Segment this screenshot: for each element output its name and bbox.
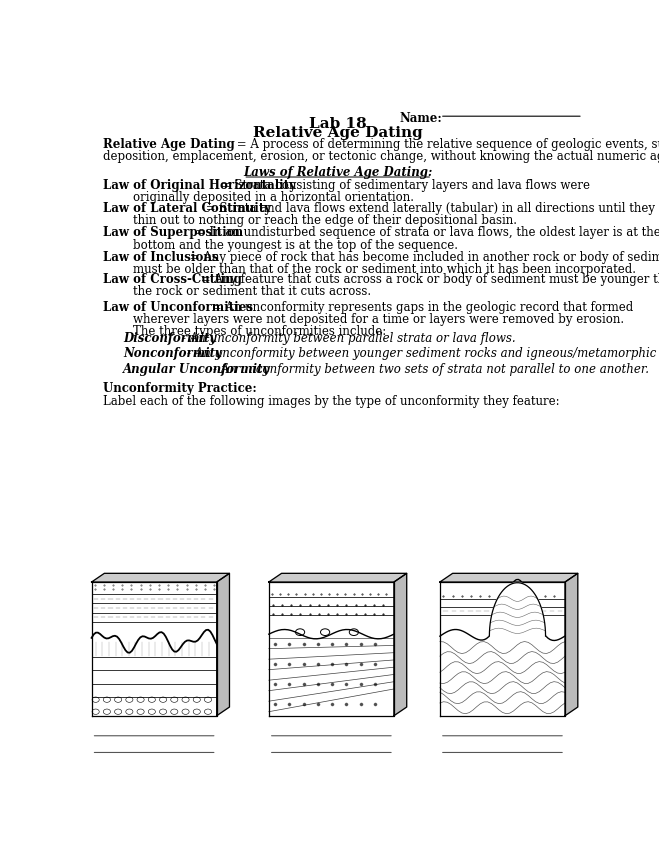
Ellipse shape [171, 709, 178, 714]
Text: = In an undisturbed sequence of strata or lava flows, the oldest layer is at the: = In an undisturbed sequence of strata o… [192, 227, 659, 240]
Ellipse shape [171, 697, 178, 702]
Text: Name:: Name: [399, 112, 442, 125]
Text: = A process of determining the relative sequence of geologic events, such as: = A process of determining the relative … [233, 138, 659, 151]
Text: - An unconformity between younger sediment rocks and igneous/metamorphic rocks.: - An unconformity between younger sedime… [187, 347, 659, 360]
Text: Relative Age Dating: Relative Age Dating [253, 126, 422, 141]
Text: Relative Age Dating: Relative Age Dating [103, 138, 235, 151]
Ellipse shape [349, 628, 358, 635]
Text: wherever layers were not deposited for a time or layers were removed by erosion.: wherever layers were not deposited for a… [103, 313, 624, 326]
Ellipse shape [137, 709, 144, 714]
Ellipse shape [148, 697, 156, 702]
Polygon shape [394, 574, 407, 716]
Text: thin out to nothing or reach the edge of their depositional basin.: thin out to nothing or reach the edge of… [103, 214, 517, 227]
Text: bottom and the youngest is at the top of the sequence.: bottom and the youngest is at the top of… [103, 239, 458, 252]
Polygon shape [565, 574, 578, 716]
Text: - An unconformity between two sets of strata not parallel to one another.: - An unconformity between two sets of st… [213, 363, 648, 376]
Ellipse shape [115, 709, 122, 714]
Ellipse shape [204, 697, 212, 702]
Ellipse shape [92, 709, 100, 714]
Text: Disconformity: Disconformity [123, 332, 216, 345]
Text: The three types of unconformities include:: The three types of unconformities includ… [103, 326, 386, 339]
Text: = Strata consisting of sedimentary layers and lava flows were: = Strata consisting of sedimentary layer… [217, 179, 590, 192]
Text: Lab 18: Lab 18 [309, 117, 366, 131]
Text: Law of Lateral Continuity: Law of Lateral Continuity [103, 202, 271, 215]
Polygon shape [269, 574, 407, 582]
Ellipse shape [126, 709, 133, 714]
Ellipse shape [126, 697, 133, 702]
Text: Unconformity Practice:: Unconformity Practice: [103, 382, 256, 395]
Text: Law of Cross-Cutting: Law of Cross-Cutting [103, 273, 242, 286]
Text: Nonconformity: Nonconformity [123, 347, 222, 360]
Ellipse shape [204, 709, 212, 714]
Ellipse shape [92, 697, 100, 702]
Ellipse shape [159, 697, 167, 702]
Ellipse shape [159, 709, 167, 714]
Text: the rock or sediment that it cuts across.: the rock or sediment that it cuts across… [103, 286, 371, 299]
Polygon shape [92, 574, 229, 582]
Polygon shape [440, 574, 578, 582]
Text: deposition, emplacement, erosion, or tectonic change, without knowing the actual: deposition, emplacement, erosion, or tec… [103, 150, 659, 163]
Ellipse shape [103, 709, 111, 714]
Text: Laws of Relative Age Dating:: Laws of Relative Age Dating: [243, 166, 432, 179]
Ellipse shape [295, 628, 304, 635]
Ellipse shape [320, 628, 330, 635]
Text: Law of Inclusions: Law of Inclusions [103, 251, 218, 264]
Text: Angular Unconformity: Angular Unconformity [123, 363, 271, 376]
Ellipse shape [193, 709, 200, 714]
Text: Label each of the following images by the type of unconformity they feature:: Label each of the following images by th… [103, 395, 559, 408]
Ellipse shape [103, 697, 111, 702]
Ellipse shape [137, 697, 144, 702]
Text: Law of Original Horizontality: Law of Original Horizontality [103, 179, 296, 192]
Text: = Any piece of rock that has become included in another rock or body of sediment: = Any piece of rock that has become incl… [186, 251, 659, 264]
Ellipse shape [148, 709, 156, 714]
Polygon shape [490, 582, 546, 636]
Text: = An unconformity represents gaps in the geologic record that formed: = An unconformity represents gaps in the… [208, 301, 633, 314]
Ellipse shape [182, 709, 189, 714]
Ellipse shape [115, 697, 122, 702]
Text: Law of Unconformities: Law of Unconformities [103, 301, 253, 314]
Ellipse shape [193, 697, 200, 702]
Text: - An unconformity between parallel strata or lava flows.: - An unconformity between parallel strat… [182, 332, 515, 345]
Polygon shape [217, 574, 229, 716]
Text: Law of Superposition: Law of Superposition [103, 227, 243, 240]
Text: must be older than that of the rock or sediment into which it has been incorpora: must be older than that of the rock or s… [103, 263, 636, 276]
Text: originally deposited in a horizontal orientation.: originally deposited in a horizontal ori… [103, 191, 414, 204]
Text: = Any feature that cuts across a rock or body of sediment must be younger than: = Any feature that cuts across a rock or… [197, 273, 659, 286]
Ellipse shape [182, 697, 189, 702]
Text: = Strata and lava flows extend laterally (tabular) in all directions until they: = Strata and lava flows extend laterally… [202, 202, 656, 215]
